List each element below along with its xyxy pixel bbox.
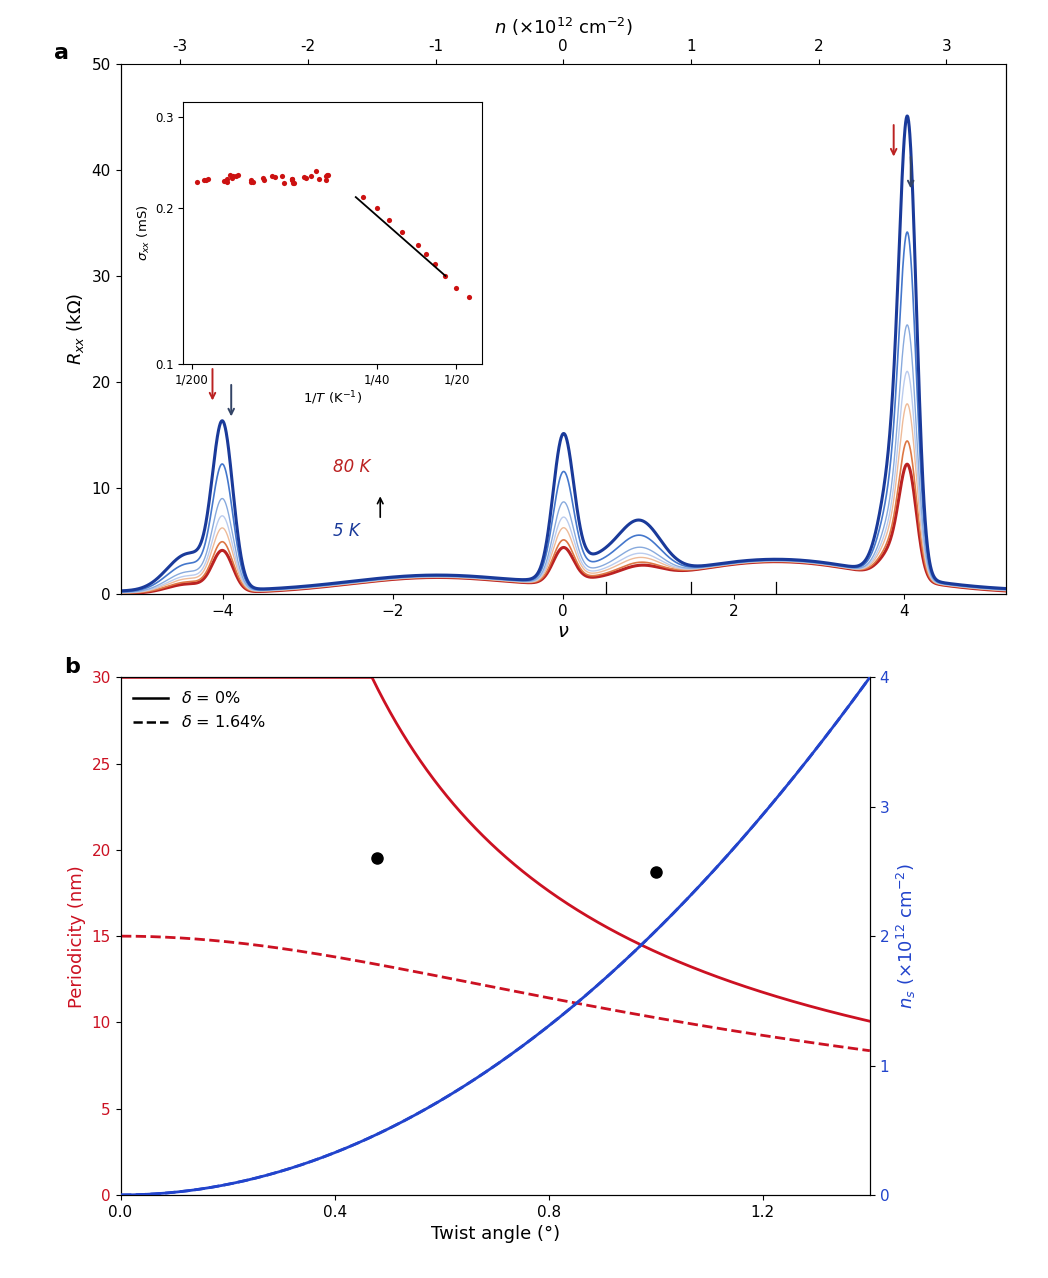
Point xyxy=(460,286,477,307)
Point xyxy=(394,221,411,242)
Point xyxy=(274,166,290,187)
Point xyxy=(298,167,314,188)
X-axis label: $n$ ($\times10^{12}$ cm$^{-2}$): $n$ ($\times10^{12}$ cm$^{-2}$) xyxy=(494,15,633,37)
Point xyxy=(310,169,327,189)
Point xyxy=(318,170,334,190)
Point xyxy=(320,165,336,185)
Point xyxy=(303,166,320,187)
Point xyxy=(230,165,246,185)
Point xyxy=(224,166,241,187)
Point xyxy=(380,210,397,230)
Point xyxy=(243,170,260,190)
Point xyxy=(428,254,444,275)
Point xyxy=(263,166,280,187)
Point xyxy=(307,160,324,180)
Point xyxy=(319,165,335,185)
Point xyxy=(296,167,312,188)
Point xyxy=(245,171,262,192)
Point xyxy=(216,171,233,192)
Point xyxy=(255,167,271,188)
Point xyxy=(227,166,244,187)
Point xyxy=(284,170,301,190)
Point xyxy=(219,169,236,189)
Point xyxy=(276,173,292,193)
Text: b: b xyxy=(64,657,81,676)
Point xyxy=(284,169,301,189)
Point xyxy=(256,170,272,190)
Point xyxy=(449,279,465,299)
Point xyxy=(283,169,300,189)
Point xyxy=(224,167,241,188)
Point xyxy=(410,234,427,254)
Point xyxy=(318,166,334,187)
Point xyxy=(195,170,212,190)
Point xyxy=(199,169,216,189)
Point xyxy=(418,244,435,265)
X-axis label: $\nu$: $\nu$ xyxy=(558,622,569,640)
Point xyxy=(198,170,215,190)
Y-axis label: $\sigma_{xx}$ (mS): $\sigma_{xx}$ (mS) xyxy=(136,204,152,262)
Point xyxy=(243,171,260,192)
Y-axis label: $n_s$ ($\times10^{12}$ cm$^{-2}$): $n_s$ ($\times10^{12}$ cm$^{-2}$) xyxy=(895,863,918,1010)
Text: 80 K: 80 K xyxy=(333,459,371,477)
Legend: $\delta$ = 0%, $\delta$ = 1.64%: $\delta$ = 0%, $\delta$ = 1.64% xyxy=(129,685,271,735)
Point xyxy=(222,165,239,185)
Point xyxy=(189,173,205,193)
X-axis label: 1/$T$ (K$^{-1}$): 1/$T$ (K$^{-1}$) xyxy=(303,390,363,408)
Point xyxy=(437,266,454,286)
Point xyxy=(368,198,385,219)
Point xyxy=(355,187,372,207)
Point xyxy=(285,173,302,193)
Text: 5 K: 5 K xyxy=(333,521,361,539)
Point xyxy=(219,171,236,192)
Point xyxy=(285,173,302,193)
Point xyxy=(266,166,283,187)
Y-axis label: Periodicity (nm): Periodicity (nm) xyxy=(68,865,86,1007)
Text: a: a xyxy=(54,42,69,63)
Y-axis label: $R_{xx}$ (k$\Omega$): $R_{xx}$ (k$\Omega$) xyxy=(65,293,86,366)
X-axis label: Twist angle (°): Twist angle (°) xyxy=(431,1226,560,1243)
